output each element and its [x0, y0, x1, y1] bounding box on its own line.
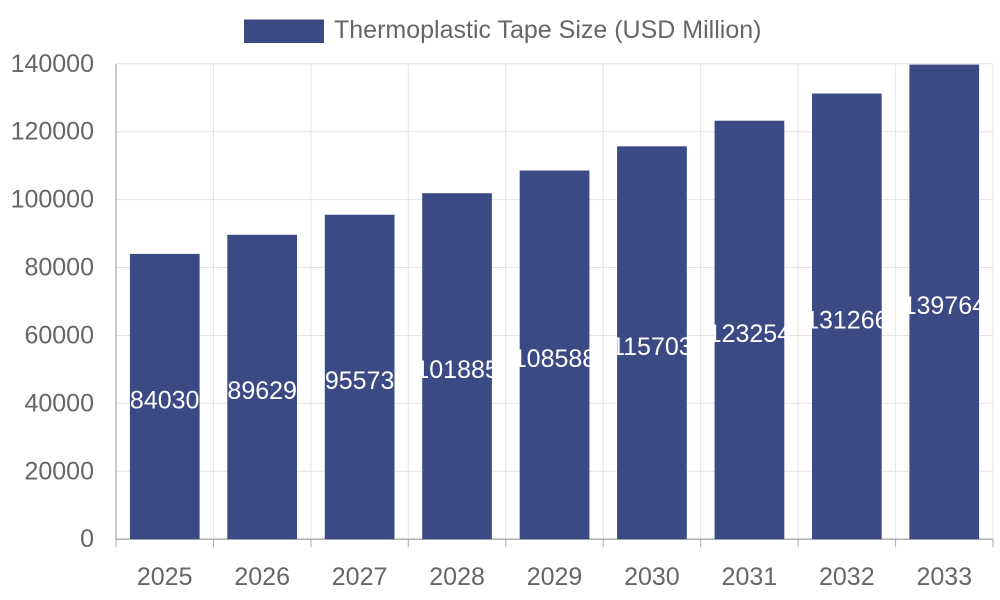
svg-text:Thermoplastic Tape Size (USD M: Thermoplastic Tape Size (USD Million): [334, 16, 761, 44]
svg-text:140000: 140000: [11, 50, 94, 78]
svg-text:101885: 101885: [415, 356, 498, 384]
svg-text:80000: 80000: [24, 254, 94, 282]
svg-text:2025: 2025: [137, 563, 193, 591]
svg-text:20000: 20000: [24, 457, 94, 485]
svg-text:131266: 131266: [805, 306, 888, 334]
svg-text:40000: 40000: [24, 389, 94, 417]
svg-text:139764: 139764: [903, 292, 987, 320]
svg-text:108588: 108588: [513, 345, 596, 373]
svg-text:95573: 95573: [325, 367, 395, 395]
svg-text:2030: 2030: [624, 563, 680, 591]
svg-text:2026: 2026: [234, 563, 290, 591]
svg-text:2027: 2027: [332, 563, 388, 591]
svg-text:123254: 123254: [708, 320, 792, 348]
svg-text:84030: 84030: [130, 387, 200, 415]
svg-text:2033: 2033: [916, 563, 972, 591]
svg-text:60000: 60000: [24, 322, 94, 350]
svg-text:2028: 2028: [429, 563, 485, 591]
svg-text:0: 0: [80, 525, 94, 553]
svg-text:2031: 2031: [722, 563, 778, 591]
svg-text:2029: 2029: [527, 563, 583, 591]
svg-text:2032: 2032: [819, 563, 875, 591]
svg-text:100000: 100000: [11, 186, 94, 214]
svg-text:89629: 89629: [227, 377, 297, 405]
svg-text:115703: 115703: [611, 333, 693, 361]
svg-text:120000: 120000: [11, 118, 94, 146]
